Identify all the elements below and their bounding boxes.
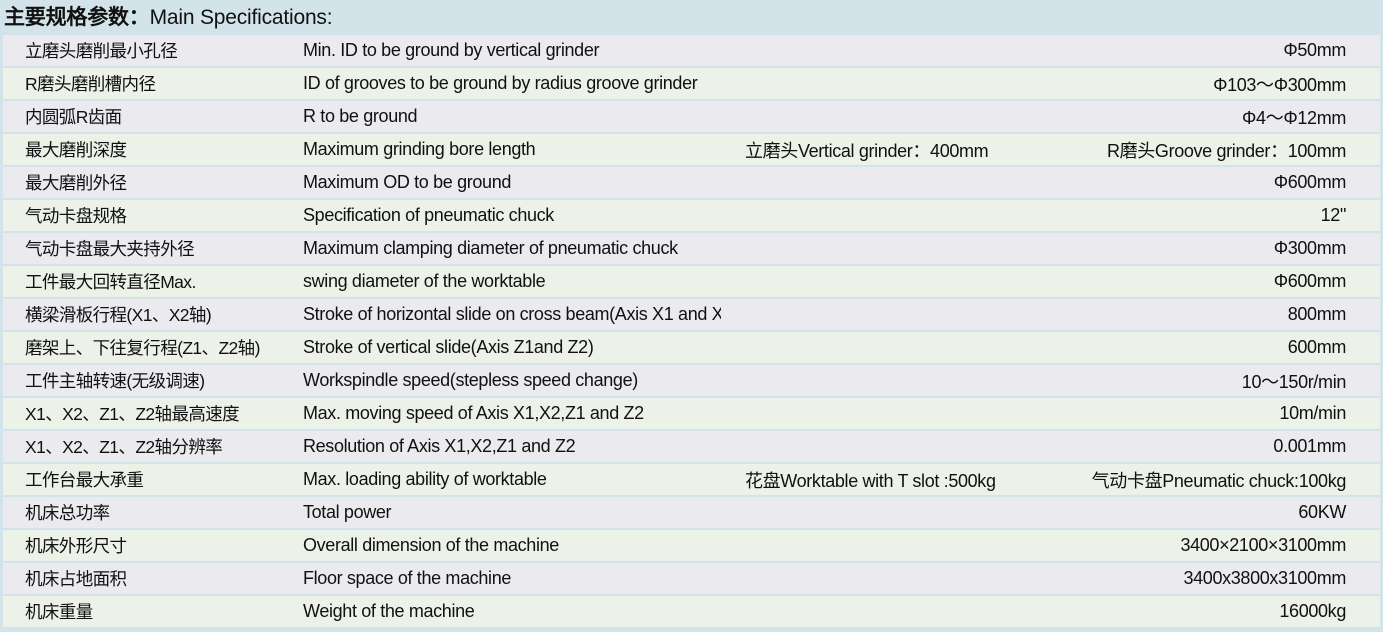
spec-value: 800mm — [721, 299, 1380, 330]
spec-label-en: Floor space of the machine — [301, 563, 721, 594]
spec-value: 3400x3800x3100mm — [721, 563, 1380, 594]
spec-value: Φ600mm — [721, 266, 1380, 297]
page-title: 主要规格参数：Main Specifications: — [4, 6, 333, 31]
spec-row: 工作台最大承重 Max. loading ability of worktable… — [3, 464, 1380, 495]
spec-label-cn: 横梁滑板行程(X1、X2轴) — [3, 299, 301, 330]
spec-label-en: Stroke of vertical slide(Axis Z1and Z2) — [301, 332, 721, 363]
spec-label-cn: 工件主轴转速(无级调速) — [3, 365, 301, 396]
spec-row: 机床外形尺寸 Overall dimension of the machine 34… — [3, 530, 1380, 561]
spec-row: 气动卡盘最大夹持外径 Maximum clamping diameter of p… — [3, 233, 1380, 264]
spec-value: 0.001mm — [721, 431, 1380, 462]
spec-label-en: Total power — [301, 497, 721, 528]
spec-label-cn: 机床外形尺寸 — [3, 530, 301, 561]
spec-row: 气动卡盘规格 Specification of pneumatic chuck 12… — [3, 200, 1380, 231]
spec-row: 最大磨削外径 Maximum OD to be ground Φ600mm — [3, 167, 1380, 198]
spec-value: 3400×2100×3100mm — [721, 530, 1380, 561]
spec-label-cn: 机床总功率 — [3, 497, 301, 528]
spec-label-en: Overall dimension of the machine — [301, 530, 721, 561]
spec-label-en: Max. loading ability of worktable — [301, 464, 721, 495]
spec-value-primary: 立磨头Vertical grinder：400mm — [721, 134, 1051, 165]
spec-label-en: Max. moving speed of Axis X1,X2,Z1 and Z… — [301, 398, 721, 429]
spec-label-cn: 立磨头磨削最小孔径 — [3, 35, 301, 66]
spec-label-cn: 内圆弧R齿面 — [3, 101, 301, 132]
spec-row: 横梁滑板行程(X1、X2轴) Stroke of horizontal slide… — [3, 299, 1380, 330]
spec-row: 立磨头磨削最小孔径 Min. ID to be ground by vertica… — [3, 35, 1380, 66]
specifications-header: 主要规格参数：Main Specifications: — [0, 0, 1383, 31]
spec-label-cn: 磨架上、下往复行程(Z1、Z2轴) — [3, 332, 301, 363]
spec-label-cn: 最大磨削深度 — [3, 134, 301, 165]
spec-label-en: Stroke of horizontal slide on cross beam… — [301, 299, 721, 330]
spec-value: Φ103～Φ300mm — [721, 68, 1380, 99]
spec-label-cn: 气动卡盘最大夹持外径 — [3, 233, 301, 264]
spec-label-en: Workspindle speed(stepless speed change) — [301, 365, 721, 396]
spec-label-cn: R磨头磨削槽内径 — [3, 68, 301, 99]
spec-label-en: Resolution of Axis X1,X2,Z1 and Z2 — [301, 431, 721, 462]
spec-label-cn: 机床占地面积 — [3, 563, 301, 594]
page-title-en: Main Specifications: — [149, 6, 333, 29]
spec-label-en: Maximum clamping diameter of pneumatic c… — [301, 233, 721, 264]
spec-label-cn: 最大磨削外径 — [3, 167, 301, 198]
spec-label-cn: X1、X2、Z1、Z2轴最高速度 — [3, 398, 301, 429]
page-title-cn: 主要规格参数： — [4, 6, 150, 29]
specifications-table-body: 立磨头磨削最小孔径 Min. ID to be ground by vertica… — [3, 35, 1380, 627]
spec-value: Φ4～Φ12mm — [721, 101, 1380, 132]
spec-value: 12" — [721, 200, 1380, 231]
spec-label-en: Specification of pneumatic chuck — [301, 200, 721, 231]
spec-label-en: Min. ID to be ground by vertical grinder — [301, 35, 721, 66]
spec-label-en: Maximum grinding bore length — [301, 134, 721, 165]
spec-label-cn: 工件最大回转直径Max. — [3, 266, 301, 297]
spec-row: 工件最大回转直径Max. swing diameter of the workta… — [3, 266, 1380, 297]
spec-row: 最大磨削深度 Maximum grinding bore length 立磨头Ver… — [3, 134, 1380, 165]
spec-value-secondary: 气动卡盘Pneumatic chuck:100kg — [1050, 464, 1380, 495]
spec-row: 机床占地面积 Floor space of the machine 3400x380… — [3, 563, 1380, 594]
spec-row: 内圆弧R齿面 R to be ground Φ4～Φ12mm — [3, 101, 1380, 132]
spec-label-cn: 工作台最大承重 — [3, 464, 301, 495]
spec-label-cn: X1、X2、Z1、Z2轴分辨率 — [3, 431, 301, 462]
spec-label-en: Weight of the machine — [301, 596, 721, 627]
spec-label-cn: 气动卡盘规格 — [3, 200, 301, 231]
spec-value-secondary: R磨头Groove grinder：100mm — [1050, 134, 1380, 165]
spec-value: 600mm — [721, 332, 1380, 363]
spec-label-cn: 机床重量 — [3, 596, 301, 627]
spec-label-en: R to be ground — [301, 101, 721, 132]
spec-value-primary: 花盘Worktable with T slot :500kg — [721, 464, 1051, 495]
spec-row: X1、X2、Z1、Z2轴分辨率 Resolution of Axis X1,X2,… — [3, 431, 1380, 462]
spec-row: R磨头磨削槽内径 ID of grooves to be ground by ra… — [3, 68, 1380, 99]
spec-label-en: ID of grooves to be ground by radius gro… — [301, 68, 721, 99]
spec-row: 机床总功率 Total power 60KW — [3, 497, 1380, 528]
spec-value: 10m/min — [721, 398, 1380, 429]
spec-value: Φ50mm — [721, 35, 1380, 66]
spec-value: 16000kg — [721, 596, 1380, 627]
spec-row: X1、X2、Z1、Z2轴最高速度 Max. moving speed of Axi… — [3, 398, 1380, 429]
spec-value: 10～150r/min — [721, 365, 1380, 396]
spec-value: 60KW — [721, 497, 1380, 528]
spec-row: 工件主轴转速(无级调速) Workspindle speed(stepless s… — [3, 365, 1380, 396]
spec-row: 磨架上、下往复行程(Z1、Z2轴) Stroke of vertical slid… — [3, 332, 1380, 363]
specifications-table: 立磨头磨削最小孔径 Min. ID to be ground by vertica… — [3, 33, 1380, 629]
spec-value: Φ300mm — [721, 233, 1380, 264]
spec-label-en: Maximum OD to be ground — [301, 167, 721, 198]
spec-label-en: swing diameter of the worktable — [301, 266, 721, 297]
specifications-table-wrapper: 立磨头磨削最小孔径 Min. ID to be ground by vertica… — [0, 31, 1383, 632]
spec-value: Φ600mm — [721, 167, 1380, 198]
spec-row: 机床重量 Weight of the machine 16000kg — [3, 596, 1380, 627]
